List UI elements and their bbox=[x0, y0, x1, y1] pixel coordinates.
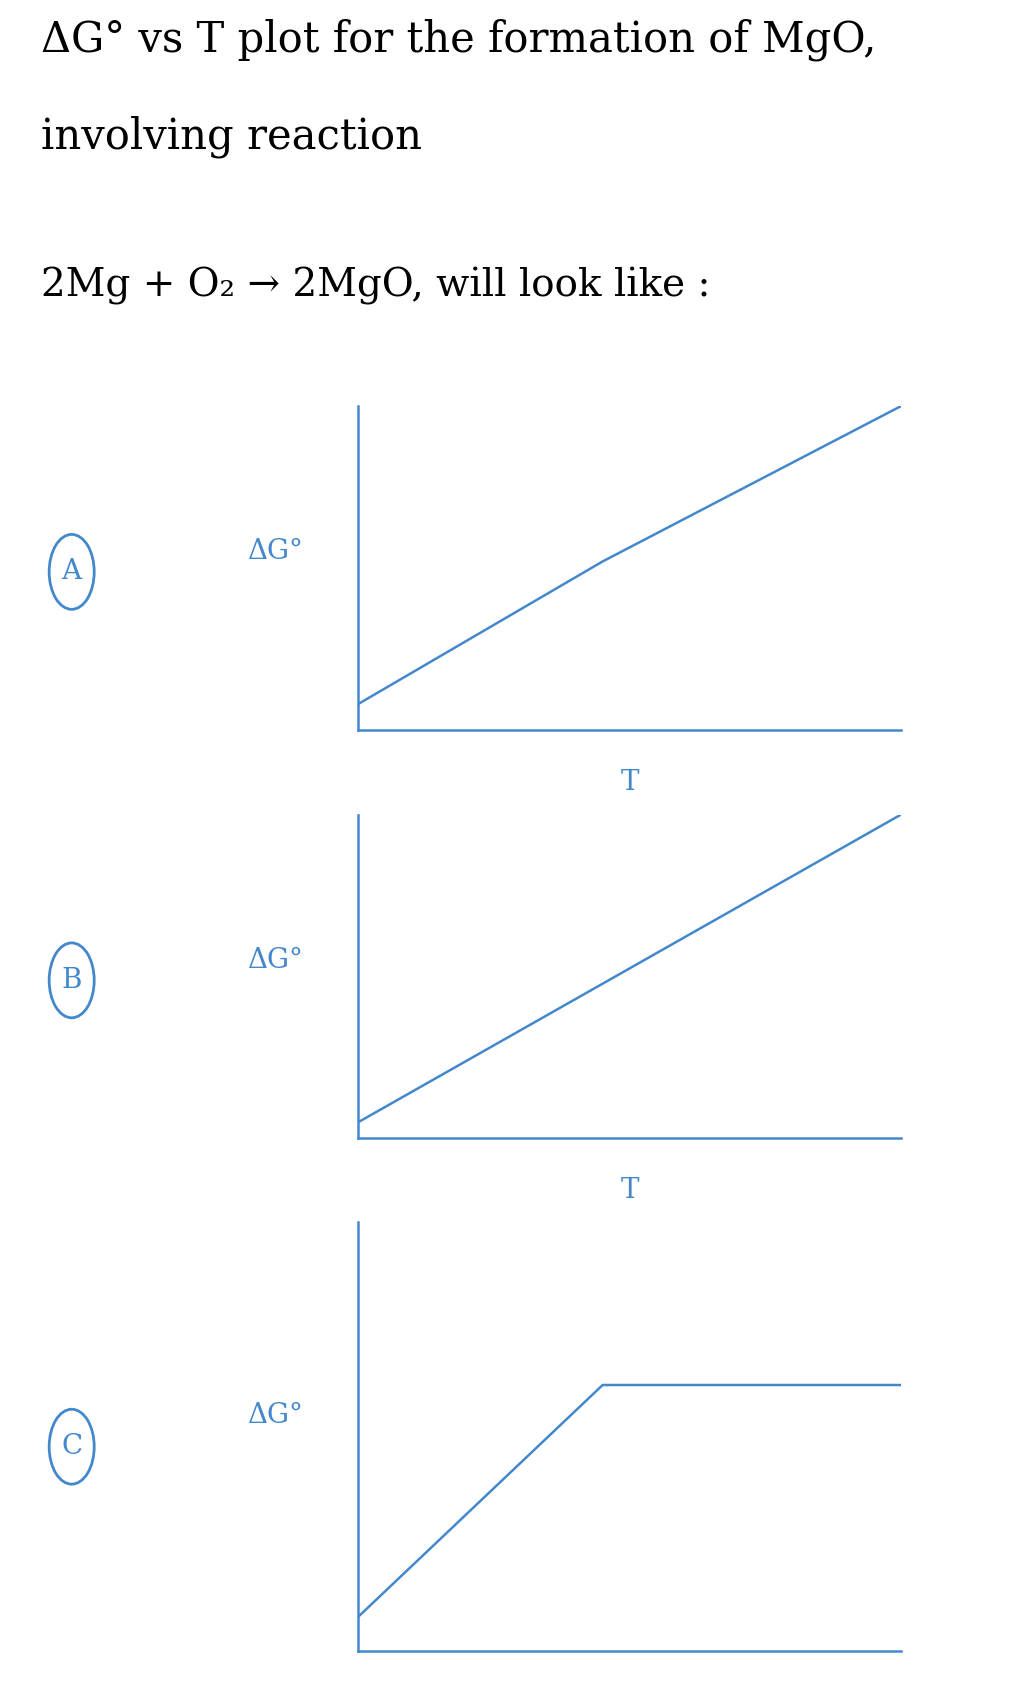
Text: 2Mg + O₂ → 2MgO, will look like :: 2Mg + O₂ → 2MgO, will look like : bbox=[41, 267, 711, 305]
Text: B: B bbox=[61, 967, 82, 994]
Text: A: A bbox=[61, 558, 82, 585]
Text: involving reaction: involving reaction bbox=[41, 116, 422, 158]
Text: ΔG° vs T plot for the formation of MgO,: ΔG° vs T plot for the formation of MgO, bbox=[41, 19, 877, 61]
Text: C: C bbox=[61, 1433, 82, 1460]
Text: ΔG°: ΔG° bbox=[248, 1401, 304, 1428]
Text: ΔG°: ΔG° bbox=[248, 946, 304, 974]
Text: T: T bbox=[621, 769, 639, 795]
Text: ΔG°: ΔG° bbox=[248, 538, 304, 565]
Text: T: T bbox=[621, 1178, 639, 1203]
